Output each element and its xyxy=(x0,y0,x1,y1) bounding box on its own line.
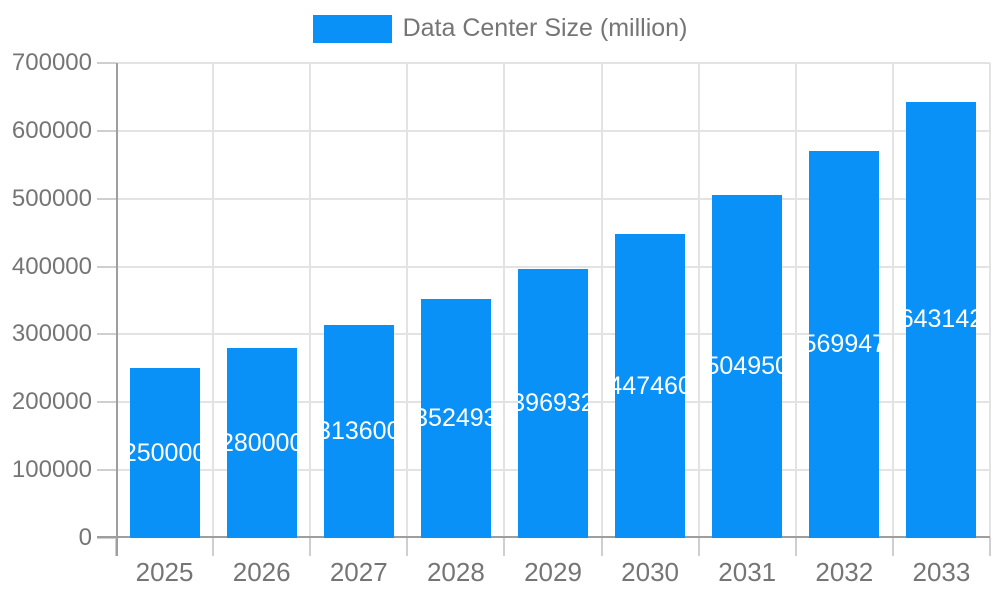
bar[interactable]: 504950 xyxy=(712,195,783,538)
y-axis-label: 0 xyxy=(78,524,92,551)
bar[interactable]: 447460 xyxy=(615,234,686,538)
y-gridline xyxy=(116,265,990,268)
y-axis-label: 300000 xyxy=(11,320,92,348)
bar[interactable]: 643142 xyxy=(906,101,977,538)
y-axis-label: 600000 xyxy=(11,116,92,144)
x-tick xyxy=(503,538,506,556)
x-axis-label: 2028 xyxy=(426,557,485,587)
x-gridline xyxy=(212,63,215,538)
x-gridline xyxy=(406,63,409,538)
x-axis-label: 2033 xyxy=(912,557,971,587)
bar-value-label: 352493 xyxy=(420,403,491,432)
x-gridline xyxy=(600,63,603,538)
bar-value-label: 313600 xyxy=(323,417,394,446)
bar-value-label: 396932 xyxy=(518,388,588,417)
y-tick xyxy=(97,129,116,132)
x-gridline xyxy=(891,63,894,538)
x-axis-label: 2026 xyxy=(232,557,291,587)
bar-value-label: 250000 xyxy=(129,438,200,467)
bar-value-label: 447460 xyxy=(615,371,686,400)
x-axis-label: 2032 xyxy=(815,557,874,587)
bar[interactable]: 280000 xyxy=(226,348,297,538)
bar[interactable]: 352493 xyxy=(420,298,491,538)
x-gridline xyxy=(697,63,700,538)
legend[interactable]: Data Center Size (million) xyxy=(0,14,1000,43)
x-axis-label: 2029 xyxy=(524,557,582,587)
x-axis-label: 2031 xyxy=(718,557,777,587)
y-tick xyxy=(97,62,116,64)
y-gridline xyxy=(116,197,990,200)
y-tick xyxy=(97,265,116,268)
y-tick xyxy=(97,469,116,472)
x-tick xyxy=(600,538,603,556)
y-tick xyxy=(97,401,116,404)
y-axis-label: 700000 xyxy=(11,49,92,76)
bar[interactable]: 313600 xyxy=(323,325,394,538)
y-axis-label: 400000 xyxy=(11,252,92,280)
y-axis-label: 200000 xyxy=(11,388,92,416)
y-gridline xyxy=(116,62,990,64)
y-tick xyxy=(97,537,116,539)
x-tick xyxy=(406,538,409,556)
bar-value-label: 643142 xyxy=(906,305,977,334)
bar-value-label: 280000 xyxy=(226,428,297,457)
x-gridline xyxy=(989,63,991,538)
bar-value-label: 504950 xyxy=(712,352,783,381)
x-tick xyxy=(697,538,700,556)
x-gridline xyxy=(794,63,797,538)
x-gridline xyxy=(309,63,312,538)
x-tick xyxy=(891,538,894,556)
x-axis-label: 2025 xyxy=(135,557,194,587)
bar[interactable]: 250000 xyxy=(129,368,200,538)
bar[interactable]: 569947 xyxy=(809,151,880,538)
x-axis-label: 2030 xyxy=(621,557,680,587)
y-axis-line xyxy=(116,63,118,556)
y-axis-label: 500000 xyxy=(11,184,92,212)
y-gridline xyxy=(116,129,990,132)
bar[interactable]: 396932 xyxy=(518,268,588,538)
legend-label: Data Center Size (million) xyxy=(402,14,688,42)
y-tick xyxy=(97,333,116,336)
y-axis-label: 100000 xyxy=(11,456,92,484)
x-tick xyxy=(212,538,215,556)
x-tick xyxy=(989,538,991,556)
x-gridline xyxy=(503,63,506,538)
bar-value-label: 569947 xyxy=(809,330,880,359)
legend-swatch-icon xyxy=(312,14,392,43)
x-tick xyxy=(794,538,797,556)
y-tick xyxy=(97,197,116,200)
x-axis-label: 2027 xyxy=(329,557,388,587)
x-tick xyxy=(309,538,312,556)
